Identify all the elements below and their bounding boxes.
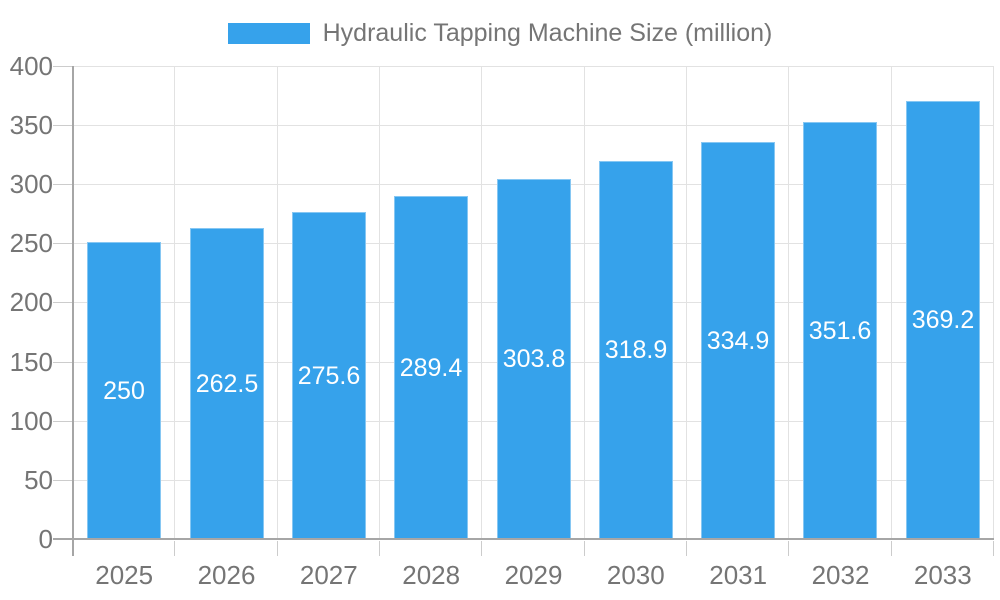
x-axis-label-2033: 2033 [913, 560, 972, 590]
v-gridline-4 [481, 66, 482, 539]
legend-label[interactable]: Hydraulic Tapping Machine Size (million) [322, 19, 773, 47]
y-axis-label-150: 150 [9, 347, 53, 377]
y-tick-150 [53, 362, 73, 363]
bar-2031[interactable]: 334.9 [701, 142, 775, 538]
bar-2025[interactable]: 250 [87, 242, 161, 538]
x-tick-6 [686, 541, 687, 556]
y-axis-label-300: 300 [9, 169, 53, 199]
x-axis-label-2025: 2025 [95, 560, 154, 590]
plot-area: 250 262.5 275.6 289.4 303.8 318.9 334.9 351.6 36… [53, 66, 994, 556]
y-axis-line [72, 66, 74, 556]
y-axis-label-350: 350 [9, 110, 53, 140]
bar-value-label-2033: 369.2 [911, 306, 975, 334]
y-axis-label-200: 200 [9, 287, 53, 317]
bar-value-label-2026: 262.5 [195, 369, 259, 398]
x-axis-label-2027: 2027 [299, 560, 358, 590]
v-gridline-3 [379, 66, 380, 539]
bar-value-label-2029: 303.8 [502, 345, 566, 373]
h-gridline-350 [73, 125, 994, 126]
y-tick-250 [53, 243, 73, 244]
bar-2028[interactable]: 289.4 [394, 196, 468, 538]
legend-swatch[interactable] [227, 22, 310, 44]
bar-2027[interactable]: 275.6 [292, 212, 366, 538]
y-tick-200 [53, 302, 73, 303]
x-axis-label-2028: 2028 [402, 560, 461, 590]
bar-2033[interactable]: 369.2 [906, 101, 980, 538]
x-axis-label-2026: 2026 [197, 560, 256, 590]
v-gridline-1 [174, 66, 175, 539]
x-tick-7 [788, 541, 789, 556]
y-axis-label-0: 0 [38, 524, 53, 554]
bar-2026[interactable]: 262.5 [190, 228, 264, 538]
bar-value-label-2025: 250 [103, 376, 145, 405]
bar-2032[interactable]: 351.6 [803, 122, 877, 538]
y-axis-label-250: 250 [9, 228, 53, 258]
x-axis-label-2030: 2030 [606, 560, 665, 590]
x-axis-label-2031: 2031 [709, 560, 768, 590]
bar-value-label-2027: 275.6 [297, 361, 361, 390]
y-tick-350 [53, 125, 73, 126]
y-tick-100 [53, 421, 73, 422]
bar-value-label-2032: 351.6 [808, 316, 872, 345]
v-gridline-6 [686, 66, 687, 539]
y-tick-300 [53, 184, 73, 185]
x-tick-1 [174, 541, 175, 556]
y-tick-50 [53, 480, 73, 481]
x-tick-4 [481, 541, 482, 556]
v-gridline-5 [584, 66, 585, 539]
x-tick-5 [584, 541, 585, 556]
x-axis-label-2032: 2032 [811, 560, 870, 590]
x-tick-3 [379, 541, 380, 556]
y-axis-label-50: 50 [24, 465, 53, 495]
bar-value-label-2030: 318.9 [604, 336, 668, 364]
v-gridline-2 [277, 66, 278, 539]
legend[interactable]: Hydraulic Tapping Machine Size (million) [0, 19, 1000, 47]
x-tick-8 [891, 541, 892, 556]
x-tick-9 [993, 541, 994, 556]
h-gridline-400 [73, 66, 994, 67]
x-axis-label-2029: 2029 [504, 560, 563, 590]
bar-value-label-2028: 289.4 [399, 353, 463, 382]
v-gridline-9 [993, 66, 994, 539]
bar-2030[interactable]: 318.9 [599, 161, 673, 538]
x-axis-line [53, 538, 994, 540]
x-tick-2 [277, 541, 278, 556]
y-tick-400 [53, 66, 73, 67]
bar-2029[interactable]: 303.8 [497, 179, 571, 538]
y-axis-label-400: 400 [9, 51, 53, 81]
bar-value-label-2031: 334.9 [706, 326, 770, 355]
y-axis-label-100: 100 [9, 406, 53, 436]
v-gridline-8 [891, 66, 892, 539]
v-gridline-7 [788, 66, 789, 539]
